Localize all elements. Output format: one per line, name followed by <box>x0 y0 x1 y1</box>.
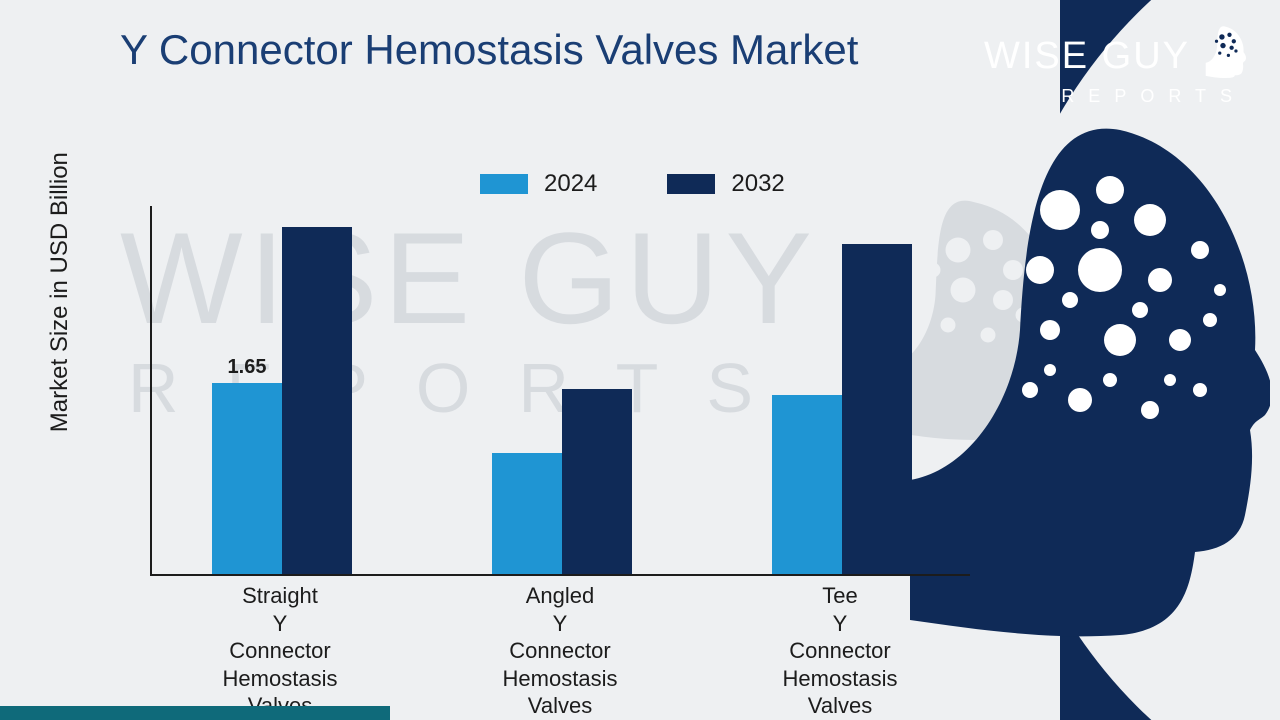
bar-group <box>492 389 672 574</box>
brand-text-line1: WISE GUY <box>984 35 1190 78</box>
bar <box>492 453 562 574</box>
bar: 1.65 <box>212 383 282 574</box>
bar <box>772 395 842 574</box>
x-axis-label: TeeYConnectorHemostasisValves <box>740 582 940 720</box>
brand-text-line2: REPORTS <box>984 86 1250 107</box>
bar-value-label: 1.65 <box>212 356 282 383</box>
legend-item-2024: 2024 <box>480 170 597 198</box>
chart-legend: 2024 2032 <box>480 170 785 198</box>
page-title: Y Connector Hemostasis Valves Market <box>120 26 858 74</box>
bar <box>562 389 632 574</box>
brand-head-icon <box>1196 24 1250 88</box>
brand-logo: WISE GUY REPORTS <box>984 24 1250 107</box>
legend-label-2032: 2032 <box>731 170 784 198</box>
y-axis-label: Market Size in USD Billion <box>46 152 74 432</box>
legend-swatch-2024 <box>480 174 528 194</box>
footer-accent-strip <box>0 706 390 720</box>
bar-group <box>772 244 952 574</box>
legend-item-2032: 2032 <box>667 170 784 198</box>
legend-label-2024: 2024 <box>544 170 597 198</box>
x-axis-label: AngledYConnectorHemostasisValves <box>460 582 660 720</box>
plot-area: 1.65 <box>150 206 970 576</box>
bar-chart: Market Size in USD Billion 2024 2032 1.6… <box>60 170 1000 700</box>
x-axis-label: StraightYConnectorHemostasisValves <box>180 582 380 720</box>
legend-swatch-2032 <box>667 174 715 194</box>
bar <box>842 244 912 574</box>
bar <box>282 227 352 574</box>
bar-group: 1.65 <box>212 227 392 574</box>
